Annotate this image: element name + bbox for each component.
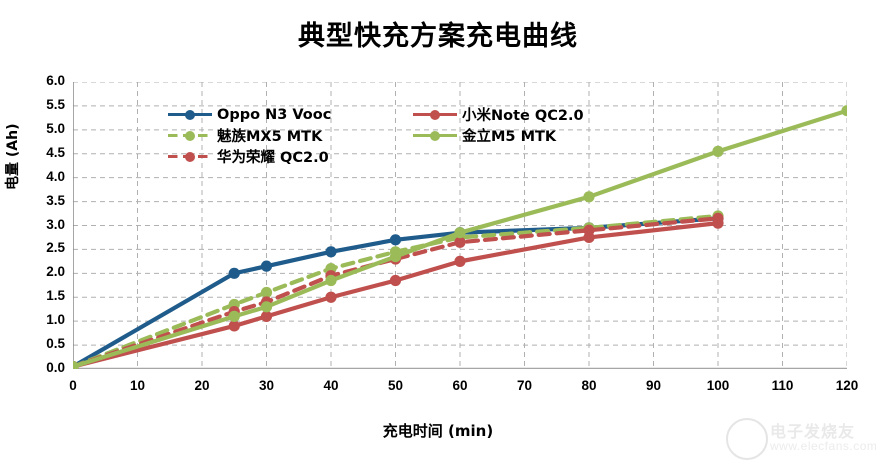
x-tick-label: 0 — [69, 378, 77, 393]
legend-swatch-icon — [168, 151, 212, 163]
legend-swatch-icon — [413, 130, 457, 142]
watermark-logo-icon — [726, 418, 768, 460]
series-marker — [260, 286, 273, 299]
series-marker — [228, 267, 240, 279]
legend-swatch-icon — [168, 109, 212, 121]
chart-legend: Oppo N3 Vooc 小米Note QC2.0 魅族MX5 MTK 金立M5 MT… — [168, 104, 588, 167]
series-marker — [228, 310, 240, 322]
y-tick-label: 3.0 — [46, 216, 65, 232]
y-tick-label: 1.0 — [46, 312, 65, 328]
y-tick-label: 6.0 — [46, 73, 65, 88]
series-line — [73, 213, 721, 369]
series-marker — [260, 310, 273, 322]
series-marker — [389, 234, 402, 246]
series-marker — [712, 145, 724, 157]
watermark: 电子发烧友 www.elecfans.com — [726, 412, 876, 462]
legend-swatch-icon — [413, 109, 457, 121]
series-marker — [325, 246, 337, 258]
chart-title: 典型快充方案充电曲线 — [298, 21, 578, 52]
series-marker — [712, 217, 724, 229]
x-tick-label: 70 — [516, 378, 533, 393]
y-tick-label: 3.5 — [46, 192, 65, 208]
watermark-url: www.elecfans.com — [770, 439, 876, 453]
legend-label: 魅族MX5 MTK — [217, 129, 323, 145]
series-marker — [583, 231, 595, 244]
legend-item[interactable]: 金立M5 MTK — [413, 125, 588, 146]
x-tick-label: 110 — [771, 378, 794, 393]
y-tick-label: 5.0 — [46, 120, 65, 136]
x-tick-label: 90 — [645, 378, 662, 393]
legend-swatch-icon — [168, 130, 212, 142]
legend-label: 金立M5 MTK — [462, 129, 557, 145]
legend-label: 小米Note QC2.0 — [462, 108, 584, 124]
x-tick-label: 50 — [387, 378, 404, 393]
x-tick-label: 40 — [323, 378, 339, 393]
x-tick-label: 120 — [835, 378, 859, 393]
x-tick-label: 80 — [581, 378, 597, 393]
x-tick-label: 10 — [129, 378, 146, 393]
plot-area — [73, 82, 847, 369]
y-tick-label: 1.5 — [46, 288, 65, 304]
y-tick-label: 2.0 — [46, 264, 65, 280]
legend-label: Oppo N3 Vooc — [217, 106, 332, 123]
legend-item[interactable]: Oppo N3 Vooc — [168, 107, 413, 123]
series-marker — [841, 105, 847, 117]
y-tick-label: 0.0 — [46, 360, 65, 375]
series-marker — [454, 227, 466, 239]
x-tick-label: 100 — [706, 378, 730, 393]
x-tick-label: 30 — [258, 378, 275, 393]
legend-item[interactable]: 魅族MX5 MTK — [168, 125, 413, 146]
legend-item[interactable]: 华为荣耀 QC2.0 — [168, 146, 413, 167]
series-line — [73, 221, 721, 369]
series-layer — [73, 105, 847, 369]
series-marker — [454, 236, 466, 248]
y-tick-label: 0.5 — [46, 336, 65, 352]
y-tick-label: 5.5 — [46, 96, 65, 112]
grid-layer — [73, 82, 847, 369]
series-marker — [389, 274, 402, 287]
series-marker — [583, 191, 595, 203]
x-axis-title: 充电时间 (min) — [382, 422, 494, 440]
series-marker — [260, 260, 273, 272]
series-marker — [325, 291, 337, 303]
series-marker — [454, 255, 466, 267]
watermark-brand: 电子发烧友 — [770, 422, 856, 441]
series-marker — [73, 361, 79, 369]
series-marker — [228, 320, 240, 332]
series-marker — [260, 301, 273, 313]
y-tick-label: 4.5 — [46, 144, 65, 160]
y-tick-label: 4.0 — [46, 168, 65, 184]
legend-item[interactable]: 小米Note QC2.0 — [413, 104, 588, 125]
legend-label: 华为荣耀 QC2.0 — [217, 150, 329, 166]
x-tick-label: 60 — [452, 378, 468, 393]
x-tick-label: 20 — [194, 378, 210, 393]
y-tick-label: 2.5 — [46, 240, 65, 256]
series-marker — [325, 274, 337, 287]
series-marker — [389, 250, 402, 263]
